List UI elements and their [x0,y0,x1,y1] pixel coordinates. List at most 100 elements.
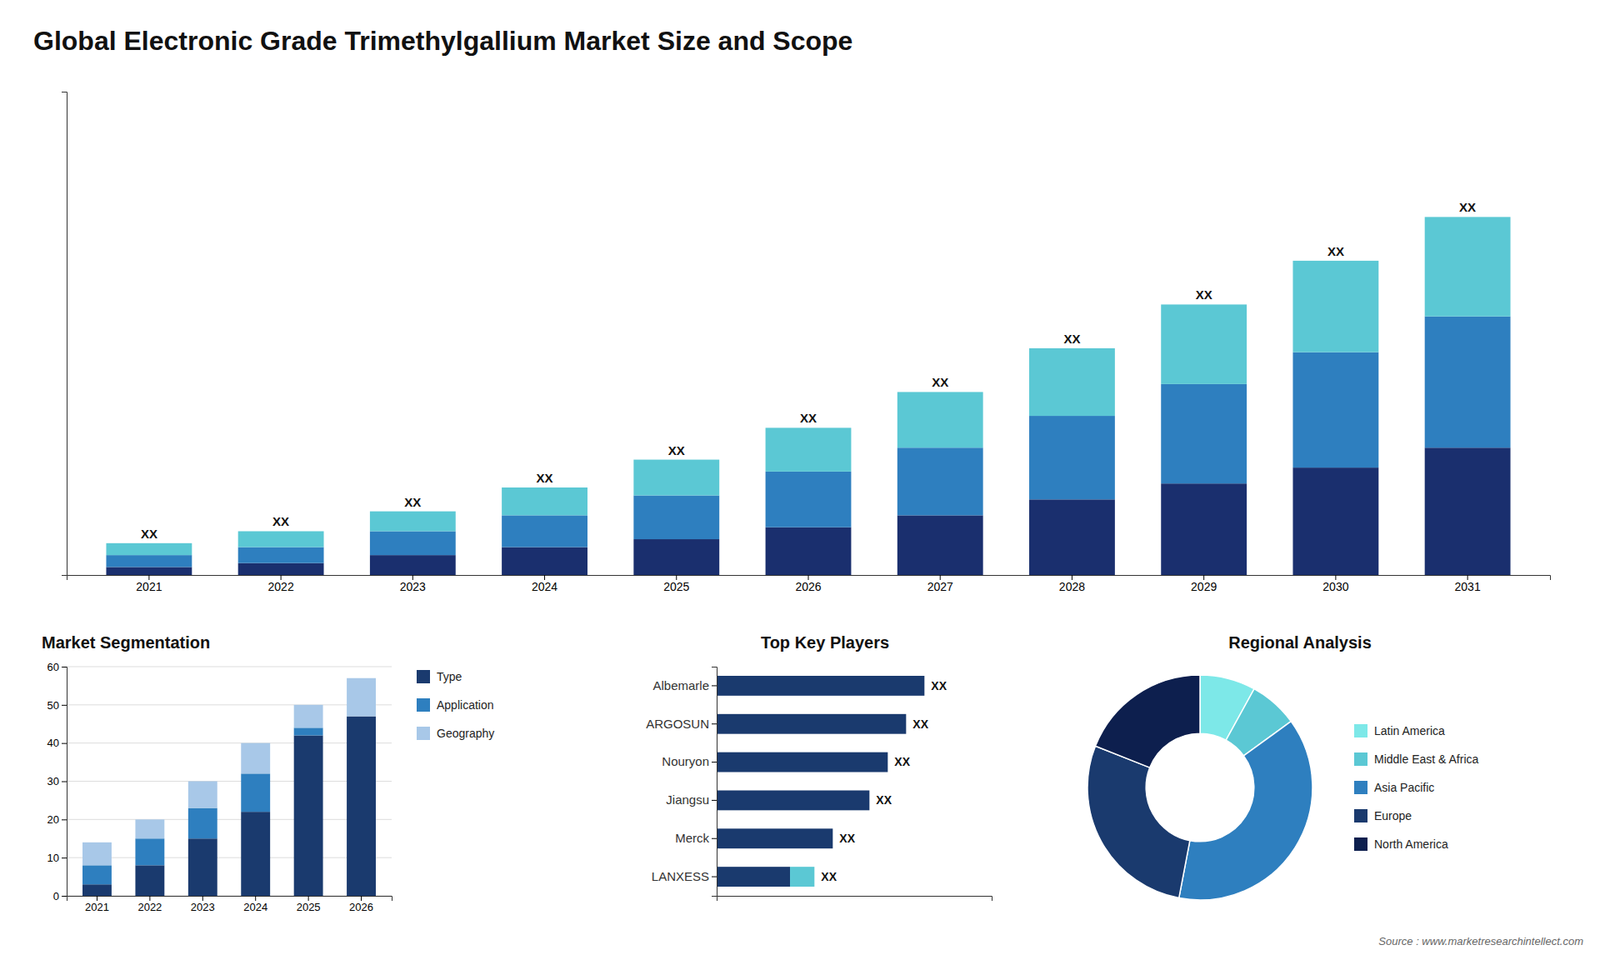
bar [765,527,852,575]
tick-label: 40 [47,736,60,750]
data-label: XX [404,495,421,510]
data-label: XX [930,679,947,693]
grid [66,666,392,896]
series [82,727,324,885]
infographic: 2021202220232024202520262027202820292030… [0,0,1600,955]
tick-label: 2023 [190,900,215,914]
legend-swatch [1354,809,1368,823]
legend-item: Application [416,698,495,712]
tick: 0 [53,890,67,903]
legend-swatch [1354,780,1368,795]
tick: 2027 [927,575,954,594]
bar [716,866,790,887]
legend-swatch [416,698,430,712]
bar [135,865,165,896]
bar [105,555,192,567]
bar [1292,352,1379,468]
y-axis: AlbemarleARGOSUNNouryonJiangsuMerckLANXE… [645,667,717,897]
bar [346,716,376,896]
bar [82,865,112,885]
legend-swatch [1354,724,1368,738]
tick-mark [96,895,98,901]
donut [1087,675,1313,900]
data-label: XX [875,793,892,807]
tick-mark [711,838,717,840]
tick-mark [308,895,310,901]
tick-mark [61,743,67,745]
tick-mark [61,666,67,668]
bar [716,752,888,773]
tick-label: 2024 [243,900,268,914]
tick: 2023 [190,895,215,914]
legend-label: Europe [1374,809,1412,823]
tick-mark [360,895,362,901]
tick-label: 2021 [85,900,110,914]
title: Regional Analysis [1228,633,1372,652]
bar [188,781,218,809]
tick-mark [61,895,67,897]
tick-mark [711,800,717,801]
tick-mark [711,876,717,878]
legend-swatch [1354,837,1368,851]
bar [238,563,325,575]
bar [294,735,324,897]
legend: Latin AmericaMiddle East & AfricaAsia Pa… [1354,724,1479,851]
legend-label: North America [1374,837,1449,851]
tick-label: 2025 [663,580,690,594]
tick-mark [255,895,256,901]
bar [501,487,588,515]
bar [1029,415,1115,500]
grid-line [66,666,392,668]
data-label: XX [668,443,685,458]
bar [135,838,165,865]
legend-swatch [416,670,430,684]
tick: 2021 [85,895,110,914]
tick-mark [149,895,150,901]
legend-label: Asia Pacific [1374,780,1435,795]
legend-item: Latin America [1354,724,1445,738]
legend-item: Europe [1354,809,1412,823]
legend-label: Type [436,670,463,684]
bar [135,819,165,839]
bar [924,675,925,696]
slice [1087,745,1190,898]
series [716,675,925,887]
data-label: XX [800,410,817,425]
legend-label: Application [436,698,495,712]
bar [633,539,720,575]
y-axis: 0102030405060 [47,660,68,903]
tick-mark [61,705,67,706]
tick-label: 2029 [1190,580,1217,594]
axis-line [67,896,393,902]
bar [716,828,833,849]
bar [1425,216,1511,316]
grid-line [66,819,392,820]
tick: 2022 [137,895,162,914]
bar [238,530,325,547]
bar [238,547,325,564]
tick-label: 50 [47,698,60,711]
bar [370,511,456,532]
bar [1292,260,1379,353]
tick: Albemarle [652,678,717,693]
bar [897,447,984,515]
bar [1160,483,1247,575]
grid-line [66,704,392,705]
bar [370,555,456,575]
axis-line [717,896,993,902]
slice [1179,721,1313,900]
bar [1160,384,1247,484]
bar [82,842,112,865]
bar [897,391,984,448]
legend: TypeApplicationGeography [416,670,495,740]
tick-label: 2028 [1059,580,1085,594]
bar [188,838,218,896]
tick: 2025 [663,575,690,594]
tick-label: LANXESS [651,869,710,884]
bars [82,678,376,896]
series [790,866,815,887]
bar [1029,499,1115,575]
data-label: XX [820,870,837,884]
title: Market Segmentation [41,633,210,652]
tick-label: 0 [53,890,60,903]
